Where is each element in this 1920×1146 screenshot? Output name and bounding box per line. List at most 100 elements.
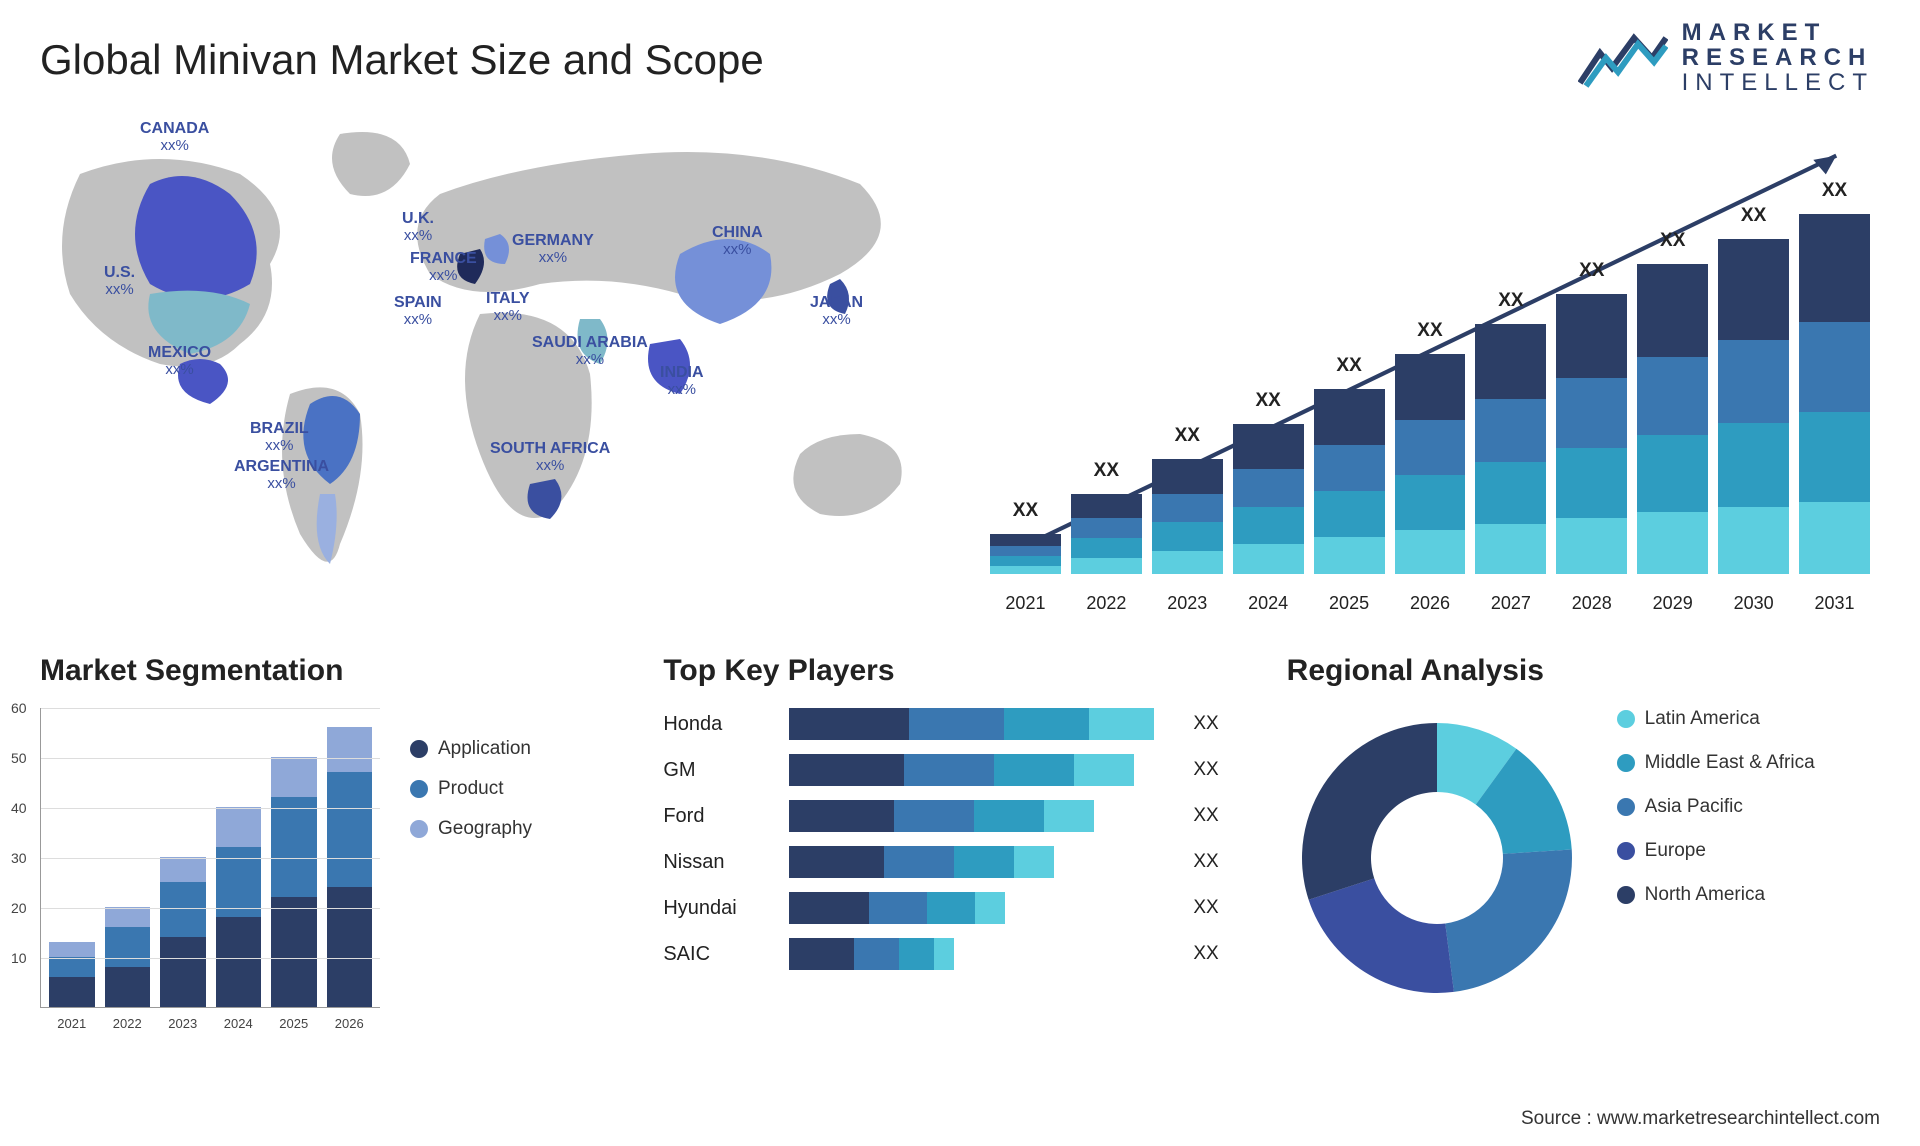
kp-value: XX: [1193, 713, 1218, 735]
seg-bar-2024: [216, 807, 262, 1007]
map-label-france: FRANCExx%: [410, 250, 477, 284]
map-label-u-k-: U.K.xx%: [402, 210, 434, 244]
map-label-japan: JAPANxx%: [810, 294, 863, 328]
growth-bar-2021: XX: [990, 500, 1061, 574]
kp-row-gm: GM XX: [663, 754, 1256, 786]
growth-bar-value: XX: [1336, 355, 1361, 377]
map-label-china: CHINAxx%: [712, 224, 763, 258]
regional-title: Regional Analysis: [1287, 654, 1880, 688]
kp-bar: [789, 892, 1169, 924]
kp-bar: [789, 708, 1169, 740]
seg-ytick: 10: [11, 950, 27, 966]
seg-legend-application: Application: [410, 738, 532, 760]
seg-year-2026: 2026: [327, 1016, 373, 1031]
growth-year-2026: 2026: [1395, 593, 1466, 614]
segmentation-panel: Market Segmentation 20212022202320242025…: [40, 654, 633, 1084]
growth-bar-2022: XX: [1071, 460, 1142, 574]
kp-label: SAIC: [663, 943, 773, 966]
kp-row-saic: SAICXX: [663, 938, 1256, 970]
kp-bar: [789, 846, 1169, 878]
growth-bar-value: XX: [1255, 390, 1280, 412]
key-players-panel: Top Key Players HondaXXGMXXFordXXNissanX…: [663, 654, 1256, 1084]
source-text: Source : www.marketresearchintellect.com: [1521, 1108, 1880, 1130]
seg-bar-2023: [160, 857, 206, 1007]
growth-bar-value: XX: [1741, 205, 1766, 227]
regional-legend: Latin AmericaMiddle East & AfricaAsia Pa…: [1617, 708, 1815, 928]
seg-year-2023: 2023: [160, 1016, 206, 1031]
map-label-india: INDIAxx%: [660, 364, 704, 398]
seg-ytick: 30: [11, 850, 27, 866]
growth-year-2023: 2023: [1152, 593, 1223, 614]
growth-year-2025: 2025: [1314, 593, 1385, 614]
logo-line2: RESEARCH: [1682, 45, 1874, 70]
growth-bar-2027: XX: [1475, 290, 1546, 574]
kp-label: Honda: [663, 713, 773, 736]
map-label-brazil: BRAZILxx%: [250, 420, 309, 454]
kp-bar: [789, 754, 1169, 786]
seg-bar-2021: [49, 942, 95, 1007]
growth-chart: XX XX XX XX XX XX XX XX XX XX XX 2021 2022 2023 2024 2…: [980, 114, 1880, 614]
kp-row-hyundai: Hyundai XX: [663, 892, 1256, 924]
regional-panel: Regional Analysis Latin AmericaMiddle Ea…: [1287, 654, 1880, 1084]
growth-bar-value: XX: [1660, 230, 1685, 252]
kp-label: Hyundai: [663, 897, 773, 920]
seg-bar-2025: [271, 757, 317, 1007]
kp-value: XX: [1193, 897, 1218, 919]
reg-legend-asia-pacific: Asia Pacific: [1617, 796, 1815, 818]
seg-ytick: 40: [11, 800, 27, 816]
map-label-germany: GERMANYxx%: [512, 232, 594, 266]
growth-bar-value: XX: [1417, 320, 1442, 342]
growth-bar-2026: XX: [1395, 320, 1466, 574]
brand-logo: MARKET RESEARCH INTELLECT: [1578, 20, 1874, 96]
growth-bar-2029: XX: [1637, 230, 1708, 574]
growth-bar-2030: XX: [1718, 205, 1789, 574]
logo-line3: INTELLECT: [1682, 70, 1874, 95]
reg-legend-latin-america: Latin America: [1617, 708, 1815, 730]
donut-slice-europe: [1308, 878, 1453, 993]
seg-ytick: 50: [11, 750, 27, 766]
growth-bar-2031: XX: [1799, 180, 1870, 574]
growth-year-2031: 2031: [1799, 593, 1870, 614]
kp-value: XX: [1193, 759, 1218, 781]
kp-value: XX: [1193, 805, 1218, 827]
growth-bar-2028: XX: [1556, 260, 1627, 574]
growth-year-2022: 2022: [1071, 593, 1142, 614]
regional-donut-chart: [1287, 708, 1587, 1008]
growth-year-2024: 2024: [1233, 593, 1304, 614]
map-label-argentina: ARGENTINAxx%: [234, 458, 329, 492]
growth-year-2028: 2028: [1556, 593, 1627, 614]
kp-bar: [789, 938, 1169, 970]
growth-year-2029: 2029: [1637, 593, 1708, 614]
world-map-panel: CANADAxx%U.S.xx%MEXICOxx%BRAZILxx%ARGENT…: [40, 114, 940, 614]
growth-bar-value: XX: [1013, 500, 1038, 522]
kp-row-honda: Honda XX: [663, 708, 1256, 740]
seg-bar-2022: [105, 907, 151, 1007]
reg-legend-europe: Europe: [1617, 840, 1815, 862]
logo-mark-icon: [1578, 28, 1668, 88]
growth-year-2021: 2021: [990, 593, 1061, 614]
map-label-canada: CANADAxx%: [140, 120, 209, 154]
seg-year-2021: 2021: [49, 1016, 95, 1031]
key-players-title: Top Key Players: [663, 654, 1256, 688]
reg-legend-north-america: North America: [1617, 884, 1815, 906]
seg-year-2024: 2024: [216, 1016, 262, 1031]
growth-bar-value: XX: [1175, 425, 1200, 447]
growth-year-2030: 2030: [1718, 593, 1789, 614]
donut-slice-north-america: [1302, 723, 1437, 900]
kp-label: Ford: [663, 805, 773, 828]
seg-bar-2026: [327, 727, 373, 1007]
map-label-italy: ITALYxx%: [486, 290, 530, 324]
map-label-spain: SPAINxx%: [394, 294, 442, 328]
logo-text: MARKET RESEARCH INTELLECT: [1682, 20, 1874, 96]
growth-bar-value: XX: [1822, 180, 1847, 202]
seg-year-2022: 2022: [105, 1016, 151, 1031]
map-label-saudi-arabia: SAUDI ARABIAxx%: [532, 334, 648, 368]
growth-bar-value: XX: [1498, 290, 1523, 312]
growth-bar-2024: XX: [1233, 390, 1304, 574]
kp-label: GM: [663, 759, 773, 782]
seg-ytick: 20: [11, 900, 27, 916]
growth-year-2027: 2027: [1475, 593, 1546, 614]
map-label-u-s-: U.S.xx%: [104, 264, 135, 298]
segmentation-chart: 202120222023202420252026 102030405060: [40, 708, 380, 1008]
logo-line1: MARKET: [1682, 20, 1874, 45]
